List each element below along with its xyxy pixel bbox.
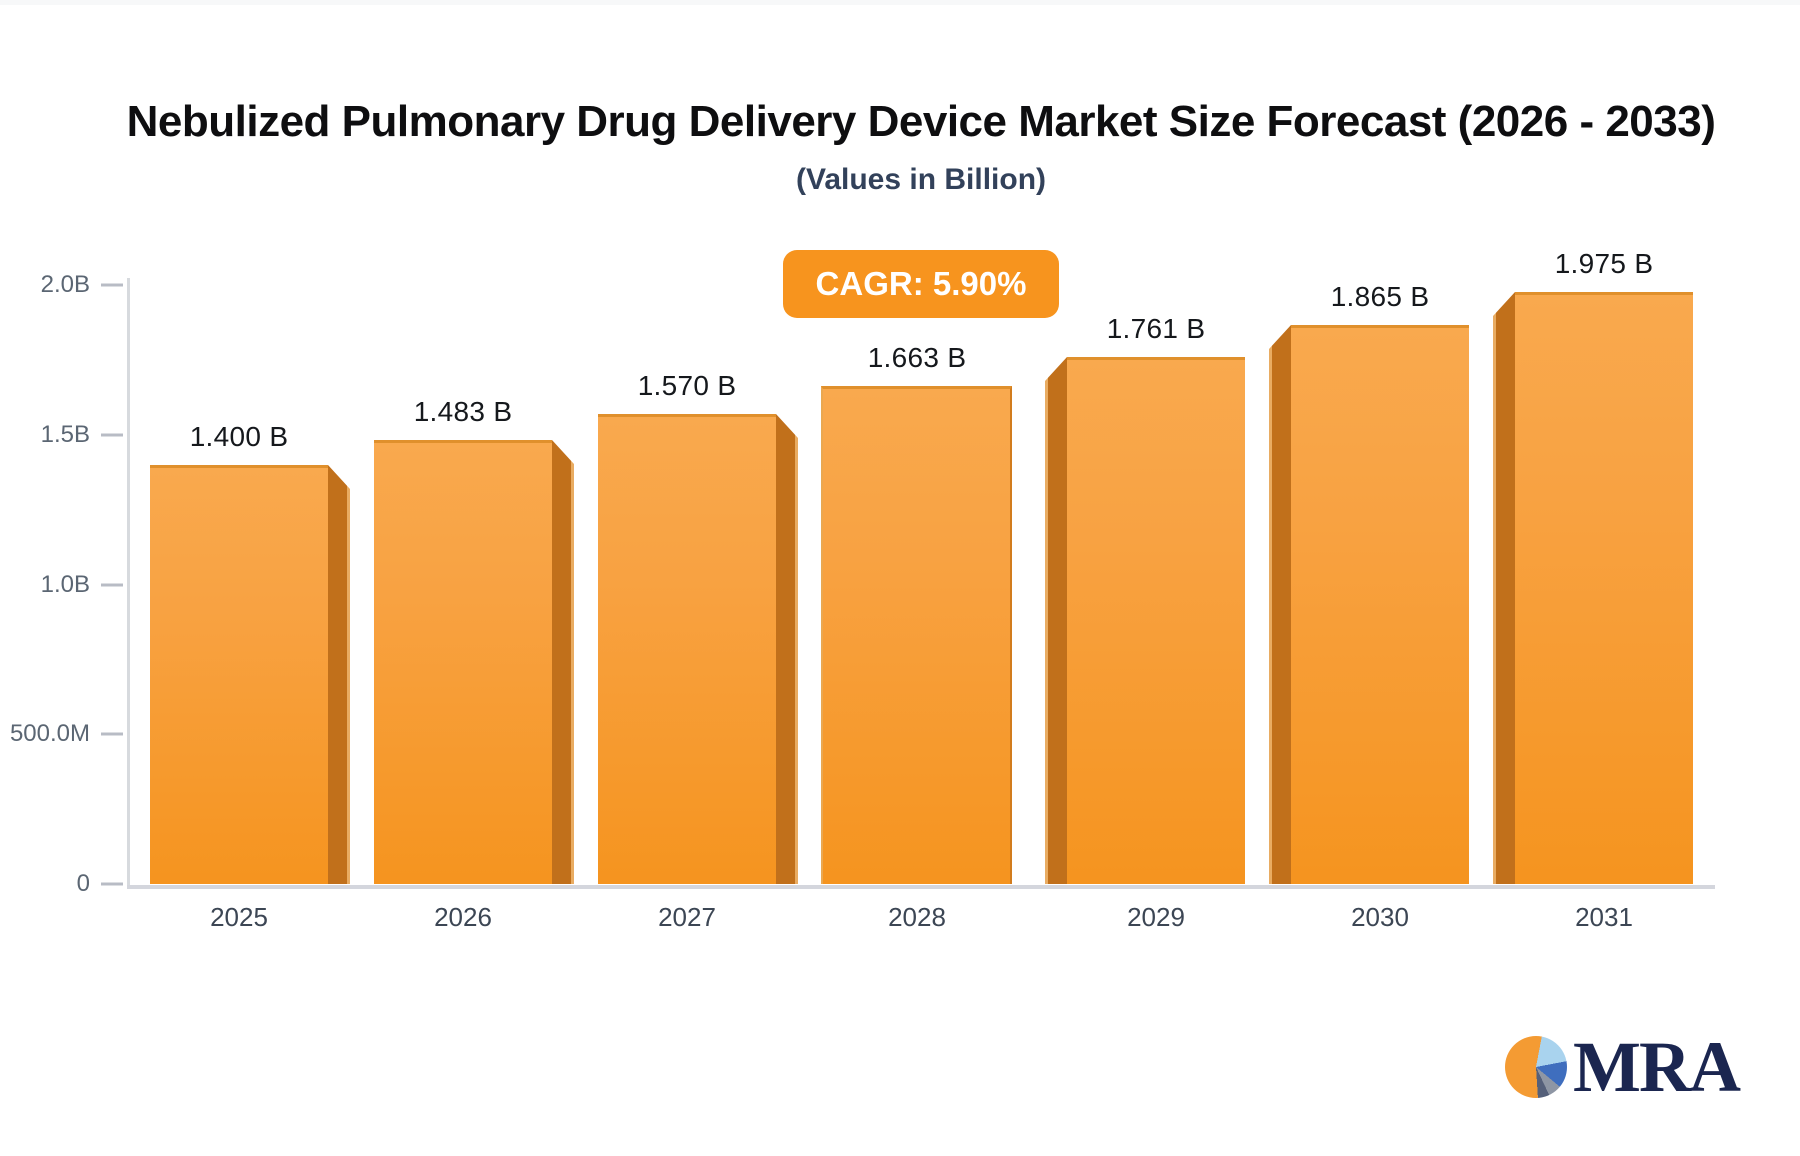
- y-tick-mark: [101, 732, 123, 736]
- bar-2029: [1045, 357, 1245, 884]
- x-axis-label-2029: 2029: [1127, 902, 1185, 932]
- cagr-badge: CAGR: 5.90%: [783, 250, 1059, 318]
- bar-front-face: [374, 440, 552, 884]
- bar-value-label: 1.663 B: [867, 342, 967, 373]
- brand-logo: MRA: [1505, 1027, 1741, 1107]
- bar-side-face: [1493, 292, 1515, 884]
- bar-front-face: [1291, 325, 1469, 884]
- x-axis-label-2027: 2027: [658, 902, 716, 932]
- chart-subtitle: (Values in Billion): [795, 162, 1047, 196]
- bar-front-face: [1515, 292, 1693, 884]
- y-tick-mark: [101, 583, 123, 586]
- y-tick-label: 1.0B: [40, 570, 90, 598]
- y-tick-label: 1.5B: [40, 420, 90, 448]
- y-tick-label: 0: [76, 870, 90, 897]
- y-tick-mark: [101, 283, 123, 287]
- x-axis-label-2031: 2031: [1575, 902, 1633, 932]
- chart-title: Nebulized Pulmonary Drug Delivery Device…: [126, 97, 1716, 146]
- chart-header: Nebulized Pulmonary Drug Delivery Device…: [42, 0, 1800, 318]
- bar-side-face: [776, 414, 798, 884]
- bar-value-label: 1.975 B: [1554, 248, 1654, 279]
- bar-side-face: [328, 465, 350, 884]
- pie-chart-icon: [1505, 1036, 1567, 1098]
- x-axis-baseline: [127, 885, 1715, 889]
- x-axis-label-2025: 2025: [210, 902, 268, 932]
- bar-2025: [150, 465, 350, 884]
- bar-value-label: 1.761 B: [1106, 313, 1206, 344]
- bar-value-label: 1.865 B: [1330, 281, 1430, 312]
- y-axis-line: [127, 278, 130, 889]
- bar-2028: [821, 386, 1021, 884]
- y-tick-mark: [101, 882, 123, 886]
- x-axis-label-2026: 2026: [434, 902, 492, 932]
- bar-front-face: [150, 465, 328, 884]
- bar-2031: [1493, 292, 1693, 884]
- bar-side-face: [1269, 325, 1291, 884]
- bar-side-face: [1045, 357, 1067, 884]
- bar-2027: [598, 414, 798, 884]
- x-axis-label-2028: 2028: [888, 902, 946, 932]
- y-tick-mark: [101, 433, 123, 437]
- bar-value-label: 1.483 B: [413, 396, 513, 427]
- bar-side-face: [552, 440, 574, 884]
- x-axis-label-2030: 2030: [1351, 902, 1409, 932]
- bar-front-face: [1067, 357, 1245, 884]
- y-tick-label: 2.0B: [40, 271, 90, 298]
- bar-2026: [374, 440, 574, 884]
- bar-front-face: [821, 386, 1012, 884]
- bar-front-face: [598, 414, 776, 884]
- bar-value-label: 1.570 B: [637, 370, 737, 401]
- y-tick-label: 500.0M: [9, 720, 90, 748]
- brand-logo-text: MRA: [1573, 1027, 1741, 1107]
- bar-value-label: 1.400 B: [189, 421, 289, 452]
- page-top-strip: [0, 0, 1800, 5]
- bar-2030: [1269, 325, 1469, 884]
